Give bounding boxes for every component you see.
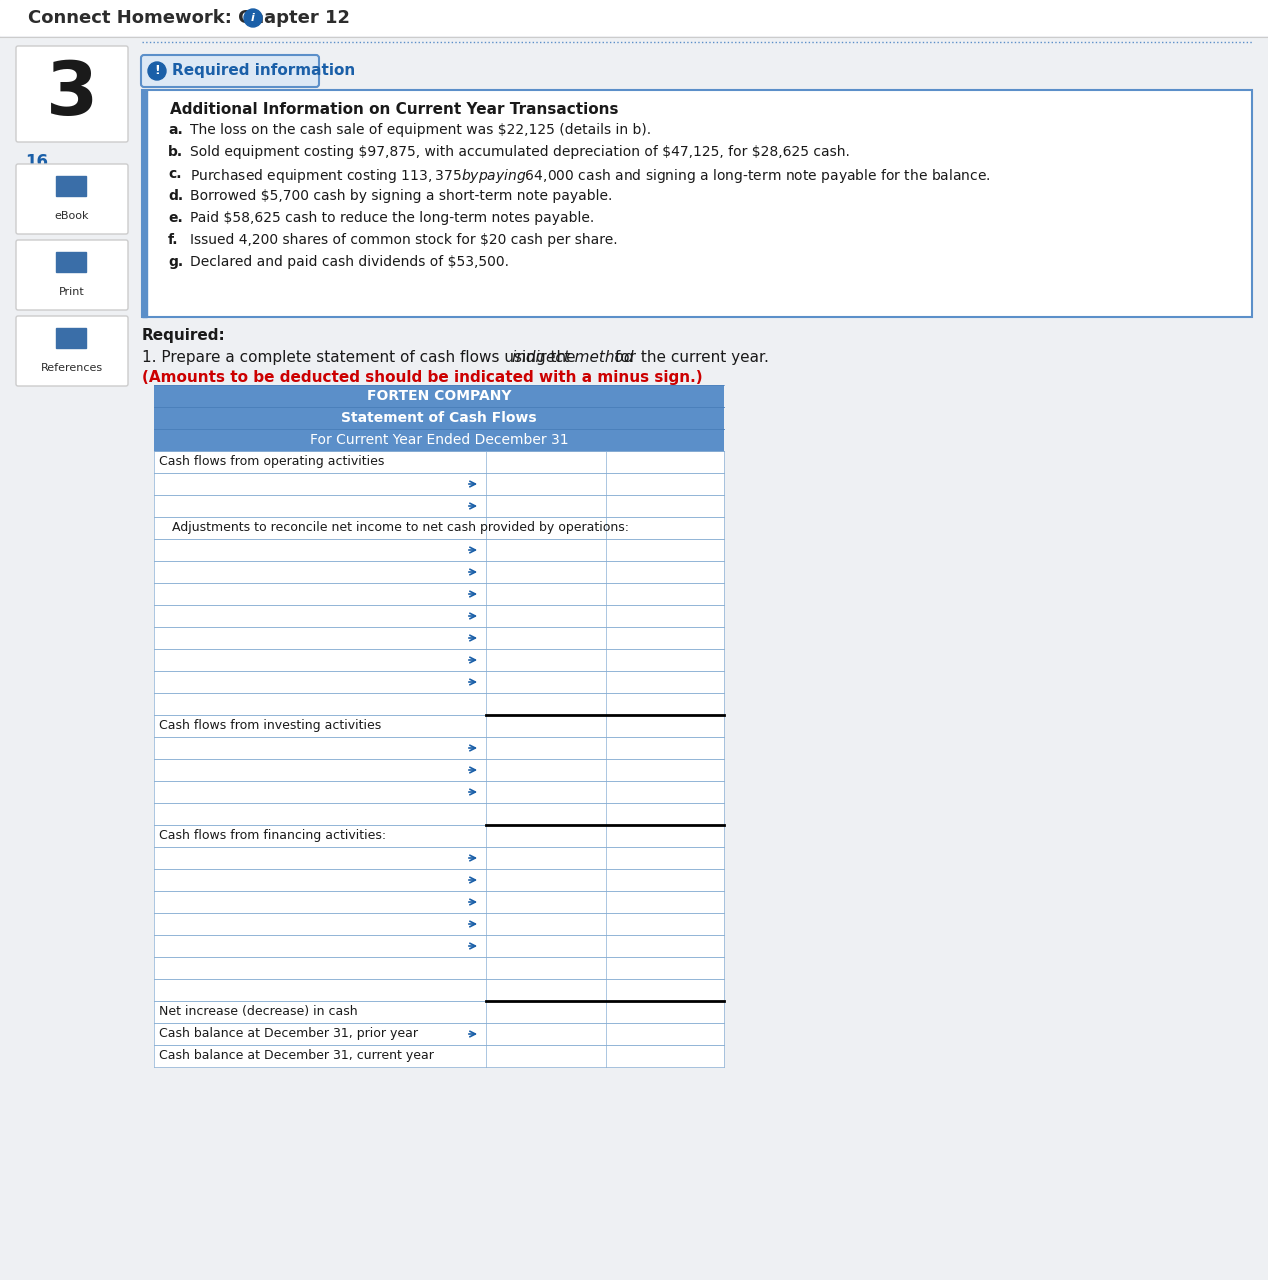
Bar <box>153 474 724 495</box>
Text: Net increase (decrease) in cash: Net increase (decrease) in cash <box>158 1006 358 1019</box>
Bar <box>153 716 724 737</box>
Text: (Amounts to be deducted should be indicated with a minus sign.): (Amounts to be deducted should be indica… <box>142 370 702 385</box>
Text: The loss on the cash sale of equipment was $22,125 (details in b).: The loss on the cash sale of equipment w… <box>190 123 652 137</box>
Bar <box>153 407 724 429</box>
Bar <box>142 90 147 317</box>
Text: g.: g. <box>167 255 183 269</box>
Text: Cash balance at December 31, prior year: Cash balance at December 31, prior year <box>158 1028 418 1041</box>
Bar <box>153 803 724 826</box>
Bar <box>153 649 724 671</box>
Bar <box>153 495 724 517</box>
Text: Statement of Cash Flows: Statement of Cash Flows <box>341 411 536 425</box>
Bar <box>153 385 724 407</box>
Bar <box>153 451 724 474</box>
Text: Issued 4,200 shares of common stock for $20 cash per share.: Issued 4,200 shares of common stock for … <box>190 233 618 247</box>
Bar <box>56 252 86 271</box>
Bar <box>0 0 1268 35</box>
Bar <box>142 90 1252 317</box>
Bar <box>153 429 724 451</box>
Bar <box>153 1044 724 1068</box>
Text: c.: c. <box>167 166 181 180</box>
Bar <box>153 847 724 869</box>
Text: points: points <box>25 168 67 182</box>
Text: i: i <box>251 13 255 23</box>
Bar <box>56 175 86 196</box>
Text: eBook: eBook <box>55 211 89 221</box>
Text: f.: f. <box>167 233 179 247</box>
Text: Borrowed $5,700 cash by signing a short-term note payable.: Borrowed $5,700 cash by signing a short-… <box>190 189 612 204</box>
Bar <box>153 979 724 1001</box>
Text: Cash flows from investing activities: Cash flows from investing activities <box>158 719 382 732</box>
Bar <box>153 934 724 957</box>
Text: b.: b. <box>167 145 183 159</box>
Bar <box>153 517 724 539</box>
Text: Declared and paid cash dividends of $53,500.: Declared and paid cash dividends of $53,… <box>190 255 508 269</box>
Text: !: ! <box>155 64 160 78</box>
Text: 1. Prepare a complete statement of cash flows using the: 1. Prepare a complete statement of cash … <box>142 349 581 365</box>
FancyBboxPatch shape <box>16 46 128 142</box>
Text: d.: d. <box>167 189 183 204</box>
FancyBboxPatch shape <box>16 164 128 234</box>
Text: Paid $58,625 cash to reduce the long-term notes payable.: Paid $58,625 cash to reduce the long-ter… <box>190 211 595 225</box>
Text: indirect method: indirect method <box>512 349 634 365</box>
Text: Required:: Required: <box>142 328 226 343</box>
Bar <box>153 869 724 891</box>
Bar <box>153 605 724 627</box>
Text: 3: 3 <box>46 58 98 131</box>
Bar <box>153 1023 724 1044</box>
Bar <box>153 759 724 781</box>
Text: For Current Year Ended December 31: For Current Year Ended December 31 <box>309 433 568 447</box>
Bar <box>56 328 86 348</box>
Bar <box>153 692 724 716</box>
FancyBboxPatch shape <box>16 316 128 387</box>
Text: Connect Homework: Chapter 12: Connect Homework: Chapter 12 <box>28 9 350 27</box>
Bar <box>153 561 724 582</box>
Text: References: References <box>41 364 103 372</box>
Bar <box>153 582 724 605</box>
Text: FORTEN COMPANY: FORTEN COMPANY <box>366 389 511 403</box>
Bar <box>153 539 724 561</box>
Bar <box>153 781 724 803</box>
Bar <box>153 671 724 692</box>
Circle shape <box>148 61 166 79</box>
Text: Cash flows from operating activities: Cash flows from operating activities <box>158 456 384 468</box>
Text: Required information: Required information <box>172 64 355 78</box>
Bar <box>153 957 724 979</box>
Bar <box>153 627 724 649</box>
Text: a.: a. <box>167 123 183 137</box>
Text: Print: Print <box>60 287 85 297</box>
Bar <box>153 891 724 913</box>
Circle shape <box>243 9 262 27</box>
FancyBboxPatch shape <box>16 241 128 310</box>
Text: Purchased equipment costing $113,375 by paying $64,000 cash and signing a long-t: Purchased equipment costing $113,375 by … <box>190 166 990 186</box>
Text: 16: 16 <box>25 154 48 172</box>
Bar <box>153 1001 724 1023</box>
Text: Cash flows from financing activities:: Cash flows from financing activities: <box>158 829 387 842</box>
Bar <box>153 737 724 759</box>
Text: for the current year.: for the current year. <box>610 349 773 365</box>
Text: Adjustments to reconcile net income to net cash provided by operations:: Adjustments to reconcile net income to n… <box>172 521 629 535</box>
FancyBboxPatch shape <box>141 55 320 87</box>
Text: e.: e. <box>167 211 183 225</box>
Bar <box>153 826 724 847</box>
Text: Cash balance at December 31, current year: Cash balance at December 31, current yea… <box>158 1050 434 1062</box>
Text: Additional Information on Current Year Transactions: Additional Information on Current Year T… <box>170 102 619 116</box>
Bar <box>153 913 724 934</box>
Text: Sold equipment costing $97,875, with accumulated depreciation of $47,125, for $2: Sold equipment costing $97,875, with acc… <box>190 145 850 159</box>
